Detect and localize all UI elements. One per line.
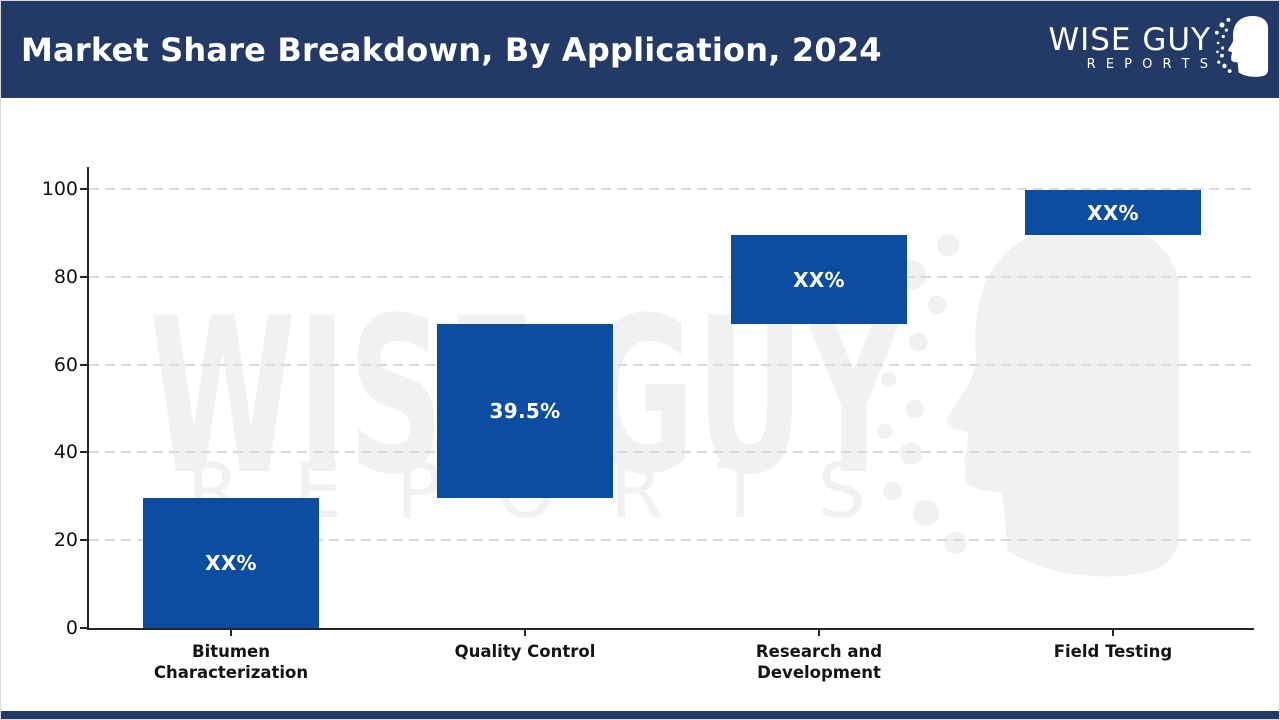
header: Market Share Breakdown, By Application, … [1, 1, 1279, 98]
y-tick-label: 0 [65, 617, 78, 639]
bar-segment: XX% [731, 235, 907, 325]
y-tick [80, 275, 87, 278]
logo-text: WISE GUY R E P O R T S [1048, 24, 1211, 73]
bar-value-label: XX% [793, 267, 845, 292]
footer-bar [1, 711, 1279, 719]
logo-face-icon [1214, 15, 1269, 77]
wise-guy-reports-logo: WISE GUY R E P O R T S [1048, 5, 1277, 91]
y-tick-label: 60 [53, 353, 78, 376]
x-axis [87, 627, 1254, 630]
plot-area: 0 20 40 60 80 100 XX% Bitumen Characterization 39… [42, 167, 1254, 682]
bar-segment: 39.5% [437, 324, 613, 498]
y-tick-label: 80 [53, 265, 78, 288]
category-label-line: Development [757, 663, 881, 682]
y-tick-label: 100 [41, 177, 78, 200]
y-tick [80, 187, 87, 190]
x-tick [524, 630, 526, 636]
gridline [89, 363, 1254, 366]
y-tick [80, 539, 87, 542]
category-label-line: Quality Control [454, 642, 596, 661]
y-tick [80, 627, 87, 629]
category-label: Research and Development [649, 641, 989, 683]
category-label: Field Testing [943, 641, 1279, 662]
category-label-line: Field Testing [1053, 642, 1173, 661]
logo-wordmark: WISE GUY [1048, 21, 1211, 58]
y-tick-label: 20 [53, 529, 78, 552]
gridline [89, 539, 1254, 542]
bar-value-label: XX% [1087, 200, 1139, 225]
category-label: Bitumen Characterization [61, 641, 401, 683]
bar-value-label: 39.5% [489, 398, 561, 423]
x-tick [1112, 630, 1114, 636]
category-label-line: Bitumen [192, 642, 270, 661]
x-tick [230, 630, 232, 636]
y-tick [80, 451, 87, 454]
chart-title: Market Share Breakdown, By Application, … [21, 30, 882, 69]
bar-segment: XX% [143, 497, 319, 628]
gridline [89, 187, 1254, 190]
gridline [89, 275, 1254, 278]
x-tick [818, 630, 820, 636]
logo-subtext: R E P O R T S [1086, 57, 1211, 73]
watermark-face-icon [870, 222, 1179, 577]
y-tick-label: 40 [53, 441, 78, 464]
y-tick [80, 363, 87, 366]
category-label-line: Research and [755, 642, 883, 661]
bar-value-label: XX% [205, 550, 257, 575]
gridline [89, 451, 1254, 454]
bar-segment: XX% [1025, 189, 1201, 236]
category-label-line: Characterization [153, 663, 309, 682]
category-label: Quality Control [355, 641, 695, 662]
y-axis [87, 167, 89, 630]
